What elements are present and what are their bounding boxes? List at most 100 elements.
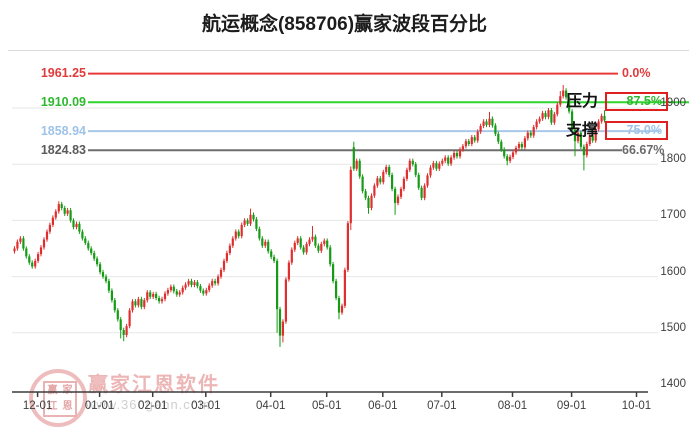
candle-body — [101, 272, 105, 277]
candle-body — [137, 299, 140, 306]
candle-body — [75, 223, 78, 228]
candle-body — [509, 156, 512, 161]
candle-body — [278, 309, 282, 336]
candle-body — [113, 300, 116, 311]
candle-body — [122, 330, 125, 335]
candle-body — [249, 214, 252, 224]
x-axis-label: 03-01 — [191, 400, 221, 412]
y-axis-label: 1700 — [660, 209, 686, 222]
candle-body — [308, 239, 311, 244]
candle-body — [45, 231, 49, 240]
candle-body — [473, 137, 476, 141]
candle-body — [314, 236, 317, 246]
candle-body — [110, 290, 113, 301]
candle-body — [582, 146, 585, 156]
candle-body — [181, 287, 184, 293]
candle-body — [166, 290, 169, 294]
candle-body — [63, 208, 66, 214]
candle-body — [355, 160, 358, 169]
candle-body — [131, 301, 134, 311]
candle-body — [205, 290, 208, 294]
candle-body — [305, 244, 308, 253]
candle-body — [178, 292, 181, 295]
candle-body — [526, 132, 529, 139]
candle-body — [234, 231, 237, 239]
candle-body — [16, 241, 19, 249]
support-label: 支撑 — [566, 122, 599, 139]
candle-body — [370, 195, 373, 208]
candle-body — [594, 129, 597, 141]
candle-body — [293, 242, 296, 250]
x-axis-label: 10-01 — [621, 400, 652, 412]
candle-body — [394, 188, 397, 203]
candle-body — [104, 276, 108, 282]
candle-body — [81, 231, 84, 239]
candle-body — [107, 281, 110, 291]
candle-body — [470, 137, 473, 144]
candle-body — [196, 282, 199, 287]
candle-body — [391, 174, 394, 189]
candle-body — [329, 247, 332, 265]
seal-character: 江 — [47, 401, 58, 412]
candle-body — [503, 149, 506, 157]
seal-characters: 赢家江恩 — [43, 381, 77, 417]
candle-body — [553, 114, 556, 123]
candle-body — [464, 141, 467, 147]
watermark-brand: 赢家江恩软件 — [88, 374, 220, 396]
candle-body — [535, 121, 538, 128]
candle-body — [246, 220, 249, 224]
level-price-base: 1824.83 — [40, 143, 86, 157]
candle-body — [125, 326, 128, 335]
candle-body — [429, 167, 432, 176]
candle-body — [441, 160, 444, 164]
x-axis-label: 05-01 — [311, 400, 342, 412]
level-pct-base: 66.67% — [622, 143, 665, 157]
candle-body — [373, 185, 376, 196]
candle-body — [225, 253, 228, 261]
candle-body — [140, 299, 143, 307]
candle-body — [90, 248, 93, 253]
candle-body — [379, 178, 382, 183]
candle-body — [538, 118, 541, 122]
candle-body — [340, 305, 344, 313]
candle-body — [485, 121, 488, 125]
watermark-site: www.360gann.com — [86, 397, 211, 412]
candle-body — [571, 111, 574, 130]
x-axis-label: 09-01 — [556, 400, 587, 412]
candle-body — [544, 113, 547, 117]
candle-body — [520, 144, 523, 148]
candle-body — [388, 167, 391, 175]
pressure-pct-box: 87.5% — [605, 92, 668, 111]
support-pct-box: 75.0% — [605, 121, 668, 140]
candle-body — [435, 163, 438, 169]
candle-body — [211, 281, 214, 286]
candle-body — [591, 135, 594, 141]
candle-body — [155, 294, 158, 298]
title-divider — [8, 50, 689, 51]
candle-body — [99, 264, 102, 273]
candle-body — [302, 247, 305, 253]
candle-body — [532, 127, 535, 136]
candle-body — [258, 228, 261, 239]
candle-body — [458, 149, 462, 157]
candle-body — [432, 163, 435, 168]
candle-body — [447, 157, 450, 164]
level-price-support: 1858.94 — [40, 124, 86, 138]
candle-body — [444, 157, 447, 161]
candle-body — [96, 258, 99, 265]
candle-body — [222, 260, 226, 270]
candle-body — [287, 262, 290, 280]
candle-body — [252, 214, 255, 220]
candle-body — [51, 217, 54, 225]
candle-body — [402, 178, 405, 189]
candle-body — [22, 238, 25, 249]
candle-body — [237, 231, 240, 237]
candle-body — [72, 220, 75, 228]
candle-body — [426, 175, 429, 186]
candle-body — [261, 238, 264, 246]
candle-body — [149, 292, 152, 297]
candle-body — [500, 141, 503, 150]
candle-body — [588, 135, 591, 144]
candle-body — [517, 144, 521, 148]
candle-body — [547, 110, 550, 117]
